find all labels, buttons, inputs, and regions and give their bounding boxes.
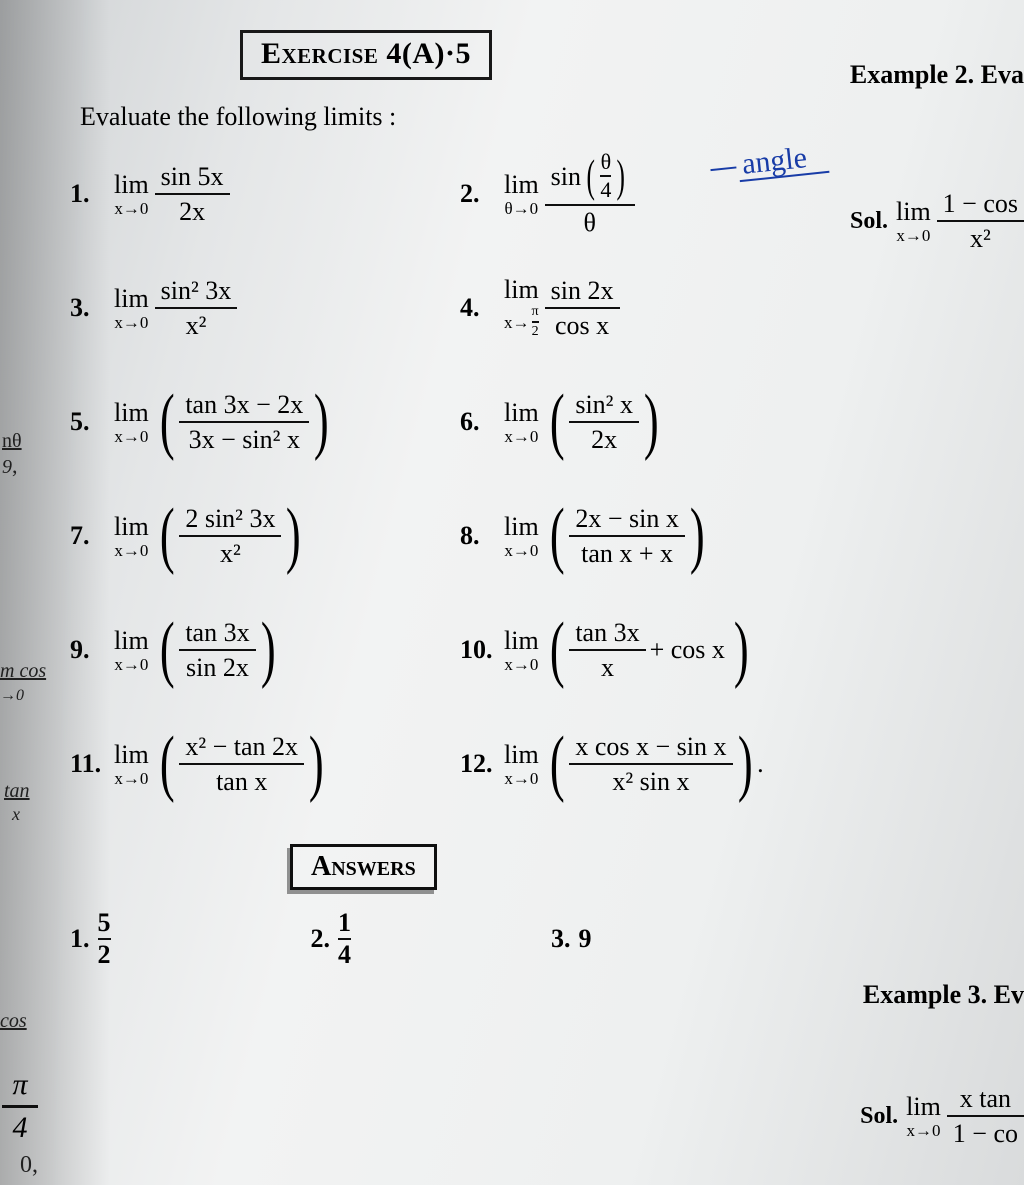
problems-grid: 1. limx→0 sin 5x2x 3. limx→0 sin² 3xx² 5… (70, 150, 1024, 834)
example-2-heading: Example 2. Eva (850, 60, 1024, 90)
exercise-title-box: Exercise 4(A)·5 (240, 30, 492, 80)
exercise-title: Exercise 4(A)·5 (261, 37, 471, 70)
problem-4: 4. lim x→ π2 sin 2xcos x (460, 264, 860, 352)
margin-scrap: tan x (4, 780, 30, 826)
problem-6: 6. limx→0 ( sin² x2x ) (460, 378, 860, 466)
margin-scrap-pi4: π 4 (2, 1068, 38, 1145)
answer-3: 3. 9 (551, 924, 592, 954)
instruction-text: Evaluate the following limits : (80, 102, 1024, 132)
problem-9: 9. limx→0 ( tan 3xsin 2x ) (70, 606, 460, 694)
margin-scrap: cos (0, 1010, 27, 1033)
margin-scrap: nθ 9, (2, 430, 22, 479)
answers-row: 1. 52 2. 14 3. 9 (70, 910, 1024, 968)
problem-7: 7. limx→0 ( 2 sin² 3xx² ) (70, 492, 460, 580)
problem-3: 3. limx→0 sin² 3xx² (70, 264, 460, 352)
annotation-word: angle (740, 141, 808, 181)
lim-sol1: lim x→0 (896, 199, 931, 244)
problem-12: 12. limx→0 ( x cos x − sin xx² sin x ) . (460, 720, 860, 808)
problem-8: 8. limx→0 ( 2x − sin xtan x + x ) (460, 492, 860, 580)
column-right: 2. limθ→0 sin ( θ4 ) θ 4. (460, 150, 860, 834)
frac-sol1: 1 − cos x² (937, 190, 1024, 253)
problem-10: 10. limx→0 ( tan 3xx + cos x ) (460, 606, 860, 694)
answer-1: 1. 52 (70, 910, 111, 968)
problem-5: 5. limx→0 ( tan 3x − 2x3x − sin² x ) (70, 378, 460, 466)
answer-2: 2. 14 (311, 910, 352, 968)
margin-scrap: 0, (20, 1152, 38, 1179)
problem-11: 11. limx→0 ( x² − tan 2xtan x ) (70, 720, 460, 808)
answers-title-box: Answers (290, 844, 437, 890)
example-3-heading: Example 3. Ev (863, 980, 1024, 1010)
solution-block-bottom: Sol. limx→0 x tan1 − co (860, 1085, 1024, 1148)
annotation-dash (710, 167, 736, 172)
solution-block-top: Sol. lim x→0 1 − cos x² (850, 190, 1024, 253)
sol-label: Sol. (850, 208, 888, 235)
page-scan: Exercise 4(A)·5 Example 2. Eva Evaluate … (0, 0, 1024, 1185)
margin-scrap: m cos →0 (0, 660, 46, 706)
problem-1: 1. limx→0 sin 5x2x (70, 150, 460, 238)
column-left: 1. limx→0 sin 5x2x 3. limx→0 sin² 3xx² 5… (70, 150, 460, 834)
